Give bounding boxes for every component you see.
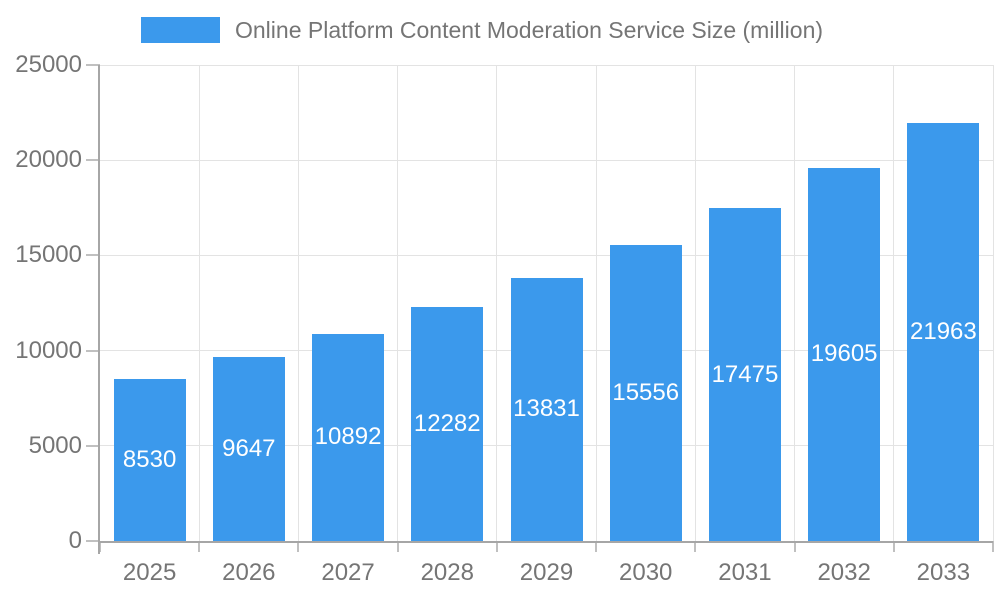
x-axis-line: [98, 541, 993, 543]
gridline-vertical: [794, 65, 796, 541]
gridline-vertical: [893, 65, 895, 541]
y-axis-tick-label: 20000: [15, 146, 82, 174]
y-axis-line: [98, 65, 100, 554]
legend-swatch: [141, 17, 220, 43]
gridline-vertical: [496, 65, 498, 541]
y-axis-tick-label: 10000: [15, 336, 82, 364]
x-axis-tick: [892, 541, 895, 552]
gridline-horizontal: [100, 159, 993, 161]
x-axis-tick-label: 2029: [519, 559, 574, 586]
legend-label: Online Platform Content Moderation Servi…: [235, 16, 824, 43]
bar-2029: [510, 277, 583, 541]
gridline-vertical: [694, 65, 696, 541]
y-axis-tick: [86, 349, 100, 352]
gridline-horizontal: [100, 254, 993, 256]
gridline-vertical: [397, 65, 399, 541]
bar-2026: [212, 357, 285, 541]
x-axis-tick-label: 2033: [916, 559, 971, 586]
x-axis-tick: [595, 541, 598, 552]
y-axis-tick: [86, 444, 100, 447]
bar-value-label: 13831: [513, 395, 580, 423]
bar-2033: [907, 122, 980, 541]
gridline-vertical: [595, 65, 597, 541]
x-axis-tick: [198, 541, 201, 552]
y-axis-tick-label: 15000: [15, 241, 82, 269]
y-axis-tick: [86, 64, 100, 66]
x-axis-tick-label: 2026: [222, 559, 276, 586]
gridline-vertical: [992, 65, 994, 541]
y-axis-tick-label: 5000: [28, 431, 82, 459]
x-axis-tick-label: 2028: [420, 559, 474, 586]
bar-value-label: 9647: [222, 435, 276, 463]
bar-2027: [312, 333, 385, 541]
gridline-vertical: [198, 65, 200, 541]
bar-value-label: 10892: [314, 423, 382, 451]
y-axis-tick: [86, 254, 100, 257]
x-axis-tick: [992, 541, 994, 552]
gridline-vertical: [297, 65, 299, 541]
y-axis-tick: [86, 540, 100, 542]
bar-2031: [708, 208, 781, 541]
bar-value-label: 17475: [711, 360, 779, 388]
bar-value-label: 8530: [122, 445, 177, 473]
bar-value-label: 21963: [910, 317, 977, 345]
x-axis-tick-label: 2031: [718, 559, 772, 586]
x-axis-tick: [495, 541, 498, 552]
x-axis-tick-label: 2027: [321, 559, 375, 586]
y-axis-tick: [86, 159, 100, 162]
x-axis-tick-label: 2030: [619, 559, 673, 586]
bar-value-label: 19605: [810, 340, 878, 368]
bar-2030: [609, 244, 682, 541]
x-axis-tick: [396, 541, 399, 552]
gridline-horizontal: [100, 64, 993, 66]
legend: Online Platform Content Moderation Servi…: [141, 16, 823, 44]
x-axis-tick-label: 2025: [122, 559, 177, 586]
bar-value-label: 15556: [612, 378, 680, 406]
bar-2025: [113, 378, 186, 541]
bar-2028: [411, 307, 484, 541]
x-axis-tick: [793, 541, 796, 552]
x-axis-tick: [297, 541, 300, 552]
bar-2032: [808, 167, 881, 541]
x-axis-tick: [694, 541, 697, 552]
y-axis-tick-label: 0: [68, 527, 82, 554]
y-axis-tick-label: 25000: [15, 51, 82, 78]
x-axis-tick-label: 2032: [817, 559, 871, 586]
x-axis-tick: [99, 541, 101, 552]
bar-value-label: 12282: [413, 410, 481, 438]
